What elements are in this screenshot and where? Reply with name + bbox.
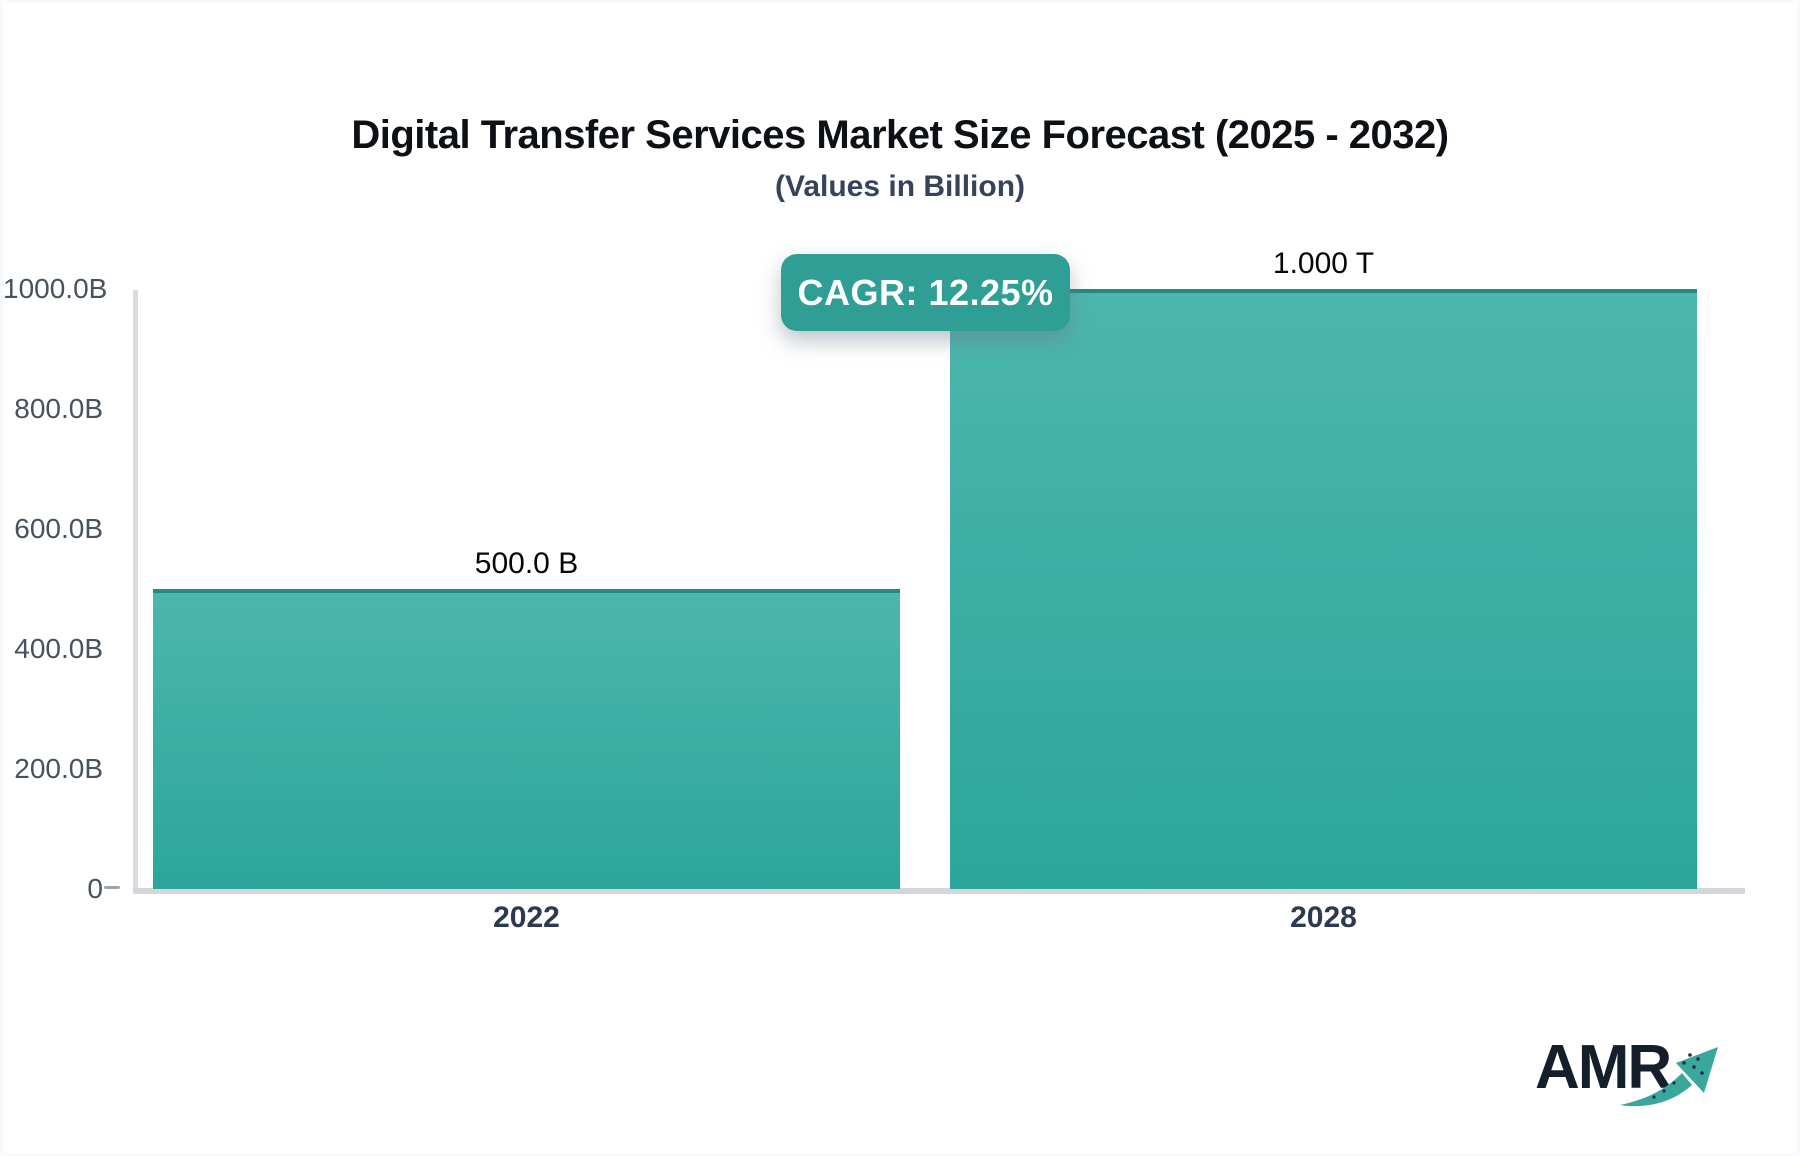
x-axis-line [133,888,1745,894]
y-axis-line [133,290,138,889]
bar-2022 [153,589,900,889]
chart-title: Digital Transfer Services Market Size Fo… [351,113,1449,157]
bar-value-label: 1.000 T [1272,247,1375,280]
growth-arrow-icon [1620,1047,1718,1107]
y-axis-tick-label: 400.0B [14,633,103,664]
y-axis-tick-label: 600.0B [14,513,103,544]
y-axis-tick-label: 1000.0B [3,273,108,304]
bar-2028 [950,289,1697,889]
cagr-badge: CAGR: 12.25% [781,254,1070,331]
amr-logo-text: AMR [1535,1033,1672,1102]
bar-value-label: 500.0 B [474,547,579,580]
chart-subtitle: (Values in Billion) [774,170,1026,203]
x-axis-tick-label: 2022 [493,901,560,934]
y-axis-tick-label: 200.0B [14,753,103,784]
x-axis-tick-label: 2028 [1290,901,1357,934]
zero-tick-mark [104,886,120,889]
y-axis-tick-label: 0 [87,873,103,904]
cagr-badge-label: CAGR: 12.25% [797,271,1054,313]
y-axis-tick-label: 800.0B [14,393,103,424]
amr-logo: AMR [1535,1033,1735,1123]
